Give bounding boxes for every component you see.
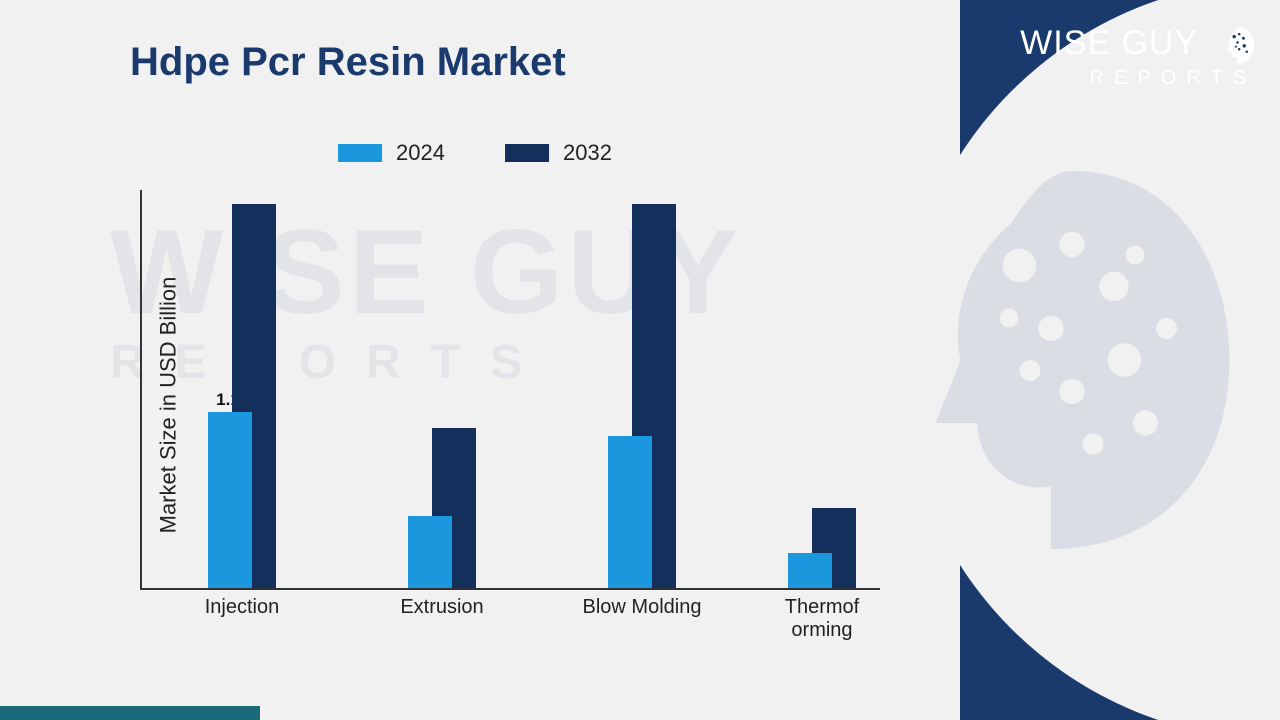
chart-title: Hdpe Pcr Resin Market bbox=[130, 40, 566, 85]
bar-group: Extrusion bbox=[382, 428, 502, 588]
bar-group: 1.1Injection bbox=[182, 204, 302, 588]
panel-arc-cutout bbox=[900, 0, 1280, 720]
legend-label-2032: 2032 bbox=[563, 140, 612, 166]
x-axis-label: Thermof orming bbox=[742, 588, 902, 642]
x-axis-label: Extrusion bbox=[362, 588, 522, 619]
legend-label-2024: 2024 bbox=[396, 140, 445, 166]
logo-head-icon bbox=[1214, 24, 1256, 66]
legend-swatch-2024 bbox=[338, 144, 382, 162]
plot-area: 1.1Injection Extrusion Blow Molding Thermof… bbox=[140, 190, 880, 590]
logo-line2: REPORTS bbox=[1020, 68, 1256, 89]
bar-2024 bbox=[788, 553, 832, 588]
bar-2024 bbox=[608, 436, 652, 588]
legend-item-2032: 2032 bbox=[505, 140, 612, 166]
legend-item-2024: 2024 bbox=[338, 140, 445, 166]
bar-2024 bbox=[408, 516, 452, 588]
bar-group: Blow Molding bbox=[582, 204, 702, 588]
x-axis-label: Injection bbox=[162, 588, 322, 619]
logo: WISE GUY REPORTS bbox=[1020, 24, 1256, 89]
bottom-accent-strip bbox=[0, 706, 260, 720]
logo-line1: WISE GUY bbox=[1020, 24, 1197, 62]
legend-swatch-2032 bbox=[505, 144, 549, 162]
x-axis-label: Blow Molding bbox=[562, 588, 722, 619]
bar-group: Thermof orming bbox=[762, 508, 882, 588]
bar-2024 bbox=[208, 412, 252, 588]
legend: 2024 2032 bbox=[338, 140, 612, 166]
chart: Market Size in USD Billion 2024 2032 1.1… bbox=[50, 130, 900, 680]
